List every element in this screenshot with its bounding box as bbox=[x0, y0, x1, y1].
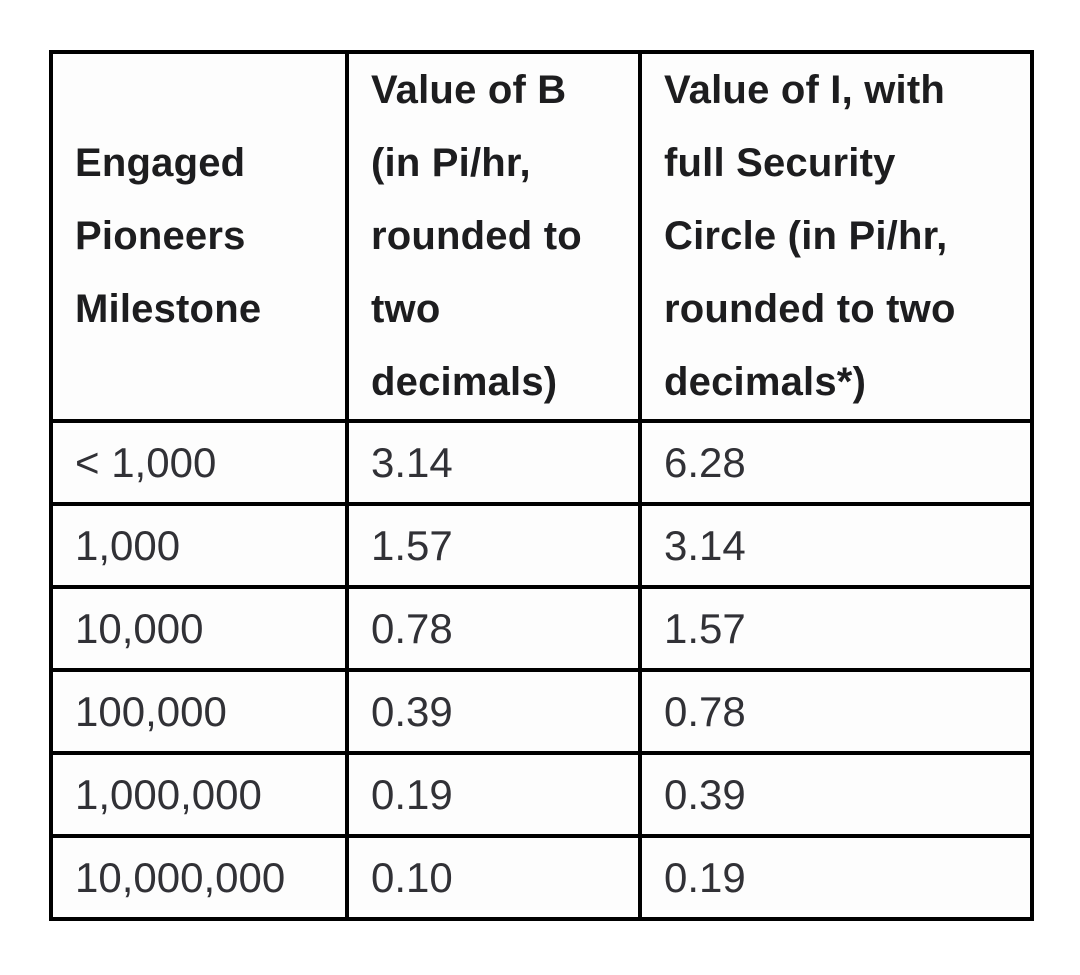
header-value-of-b: Value of B (in Pi/hr, rounded to two dec… bbox=[345, 50, 642, 423]
value-i-cell: 6.28 bbox=[638, 419, 1034, 506]
header-engaged-pioneers-milestone: Engaged Pioneers Milestone bbox=[49, 50, 349, 423]
header-row: Engaged Pioneers Milestone Value of B (i… bbox=[49, 50, 1034, 423]
table-row: < 1,000 3.14 6.28 bbox=[49, 419, 1034, 506]
value-b-cell: 3.14 bbox=[345, 419, 642, 506]
milestone-cell: 1,000,000 bbox=[49, 751, 349, 838]
value-i-cell: 0.78 bbox=[638, 668, 1034, 755]
table-row: 10,000,000 0.10 0.19 bbox=[49, 834, 1034, 921]
value-b-cell: 0.10 bbox=[345, 834, 642, 921]
value-b-cell: 0.78 bbox=[345, 585, 642, 672]
milestone-cell: 100,000 bbox=[49, 668, 349, 755]
value-b-cell: 0.39 bbox=[345, 668, 642, 755]
value-b-cell: 1.57 bbox=[345, 502, 642, 589]
value-i-cell: 0.19 bbox=[638, 834, 1034, 921]
milestone-cell: < 1,000 bbox=[49, 419, 349, 506]
milestone-cell: 10,000 bbox=[49, 585, 349, 672]
milestone-cell: 10,000,000 bbox=[49, 834, 349, 921]
table-row: 1,000 1.57 3.14 bbox=[49, 502, 1034, 589]
table-container: Engaged Pioneers Milestone Value of B (i… bbox=[49, 50, 1034, 921]
value-i-cell: 0.39 bbox=[638, 751, 1034, 838]
table-row: 1,000,000 0.19 0.39 bbox=[49, 751, 1034, 838]
value-i-cell: 3.14 bbox=[638, 502, 1034, 589]
header-value-of-i: Value of I, with full Security Circle (i… bbox=[638, 50, 1034, 423]
table-row: 100,000 0.39 0.78 bbox=[49, 668, 1034, 755]
table-row: 10,000 0.78 1.57 bbox=[49, 585, 1034, 672]
value-i-cell: 1.57 bbox=[638, 585, 1034, 672]
value-b-cell: 0.19 bbox=[345, 751, 642, 838]
mining-rate-table: Engaged Pioneers Milestone Value of B (i… bbox=[49, 50, 1034, 921]
milestone-cell: 1,000 bbox=[49, 502, 349, 589]
